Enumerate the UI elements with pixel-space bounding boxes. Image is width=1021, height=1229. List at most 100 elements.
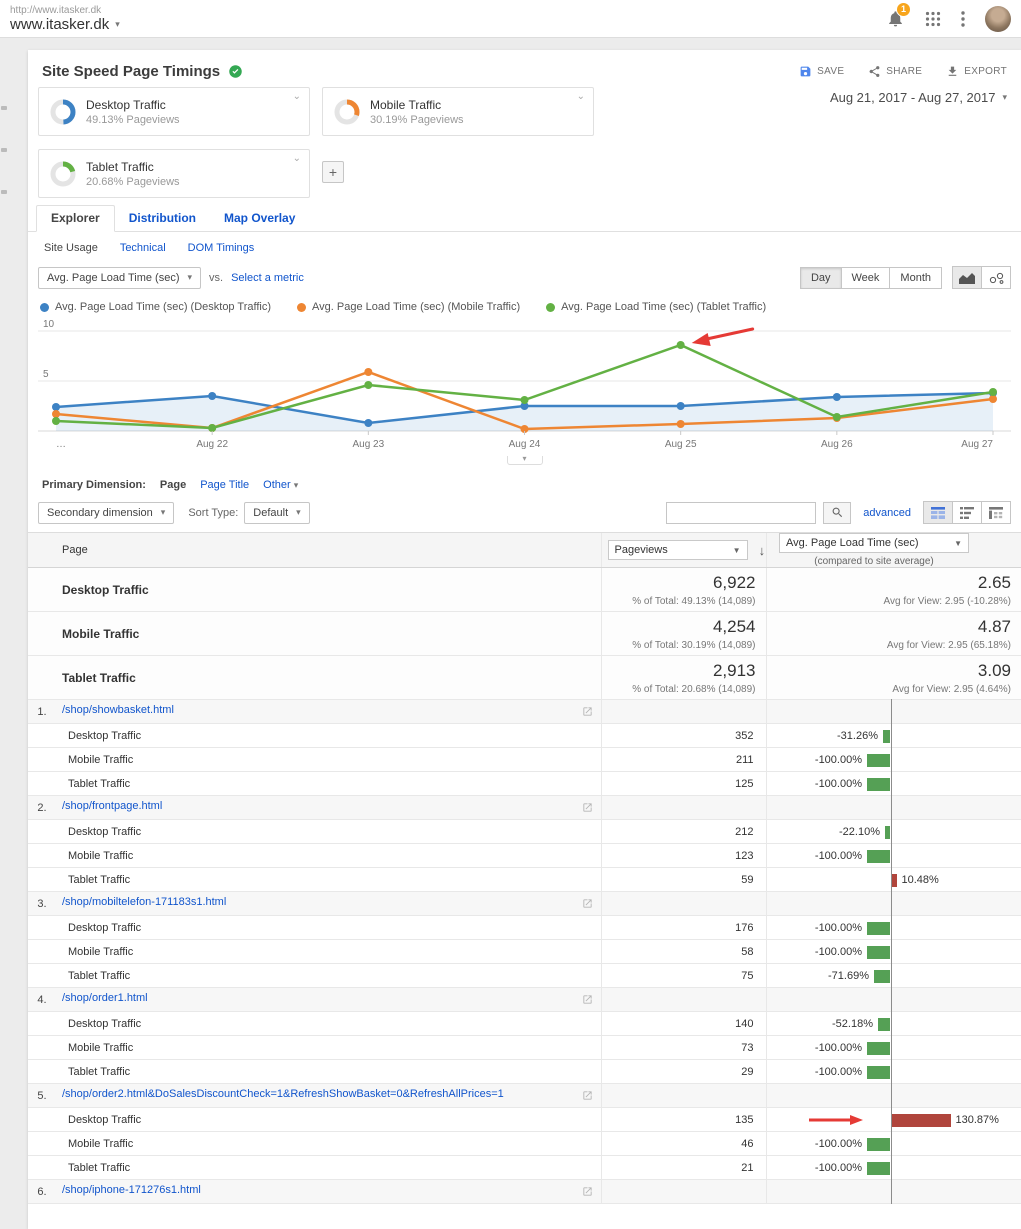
tab-explorer[interactable]: Explorer xyxy=(36,205,115,232)
external-link-icon[interactable] xyxy=(582,1090,593,1104)
delta-label: 130.87% xyxy=(955,1114,999,1126)
bar-axis xyxy=(890,1179,892,1204)
save-button[interactable]: SAVE xyxy=(799,65,844,78)
share-icon xyxy=(869,66,880,77)
row-index: 4. xyxy=(28,987,56,1012)
metric-dropdown[interactable]: Avg. Page Load Time (sec) ▾ xyxy=(38,266,202,289)
data-view-button[interactable] xyxy=(923,501,953,524)
external-link-icon[interactable] xyxy=(582,994,593,1008)
subtab-site-usage[interactable]: Site Usage xyxy=(44,242,98,254)
search-input[interactable] xyxy=(666,501,817,524)
date-range-selector[interactable]: Aug 21, 2017 - Aug 27, 2017 ▾ xyxy=(830,90,1007,105)
search-icon xyxy=(832,507,842,518)
pageviews-value: 21 xyxy=(600,1155,766,1180)
page-link[interactable]: /shop/order2.html&DoSalesDiscountCheck=1… xyxy=(62,1087,504,1100)
page-link[interactable]: /shop/order1.html xyxy=(62,991,148,1004)
tab-strip: Explorer Distribution Map Overlay xyxy=(28,205,1021,232)
row-index: 3. xyxy=(28,891,56,916)
pageviews-value: 140 xyxy=(600,1011,766,1036)
delta-bar xyxy=(874,970,890,983)
legend-item[interactable]: Avg. Page Load Time (sec) (Tablet Traffi… xyxy=(546,301,766,313)
nav-sliver-icon xyxy=(1,190,7,194)
summary-row: Tablet Traffic 2,913 % of Total: 20.68% (… xyxy=(28,655,1021,700)
page-link[interactable]: /shop/showbasket.html xyxy=(62,703,174,716)
metric-total: 3.09 xyxy=(977,660,1011,680)
chart-collapse-handle[interactable]: ▾ xyxy=(506,455,543,465)
subtab-dom-timings[interactable]: DOM Timings xyxy=(187,242,255,254)
subtab-strip: Site Usage Technical DOM Timings xyxy=(28,232,1021,260)
primary-dimension-row: Primary Dimension: Page Page Title Other… xyxy=(28,479,1021,491)
search-button[interactable] xyxy=(823,501,852,524)
segment-row: Mobile Traffic 211 -100.00% xyxy=(28,747,1021,772)
collapsed-nav-marks xyxy=(0,106,12,232)
page-link[interactable]: /shop/mobiltelefon-171183s1.html xyxy=(62,895,227,908)
delta-label: -100.00% xyxy=(814,850,862,862)
motion-chart-button[interactable] xyxy=(981,266,1011,289)
dimension-other[interactable]: Other ▾ xyxy=(263,479,299,491)
segment-row: Tablet Traffic 29 -100.00% xyxy=(28,1059,1021,1084)
granularity-day[interactable]: Day xyxy=(799,266,842,289)
kebab-menu-icon[interactable] xyxy=(961,10,965,27)
apps-grid-icon[interactable] xyxy=(925,11,941,27)
segment-name: Mobile Traffic xyxy=(56,1131,601,1156)
page-row: 1. /shop/showbasket.html xyxy=(28,699,1021,724)
advanced-search-link[interactable]: advanced xyxy=(863,506,911,519)
share-button[interactable]: SHARE xyxy=(868,65,922,78)
pageviews-total: 6,922 xyxy=(712,572,756,592)
account-selector[interactable]: www.itasker.dk ▾ xyxy=(10,16,120,33)
pivot-view-button[interactable] xyxy=(981,501,1011,524)
pageviews-column-select[interactable]: Pageviews ▼ xyxy=(607,540,748,560)
legend-item[interactable]: Avg. Page Load Time (sec) (Desktop Traff… xyxy=(40,301,271,313)
bar-axis xyxy=(890,987,892,1012)
line-chart-button[interactable] xyxy=(952,266,982,289)
segment-name: Mobile Traffic xyxy=(56,843,601,868)
external-link-icon[interactable] xyxy=(582,898,593,912)
dimension-page-title[interactable]: Page Title xyxy=(200,479,250,491)
metric-column-select[interactable]: Avg. Page Load Time (sec) ▼ xyxy=(779,533,969,553)
subtab-technical[interactable]: Technical xyxy=(119,242,166,254)
bar-axis xyxy=(890,1131,892,1156)
sort-type-button[interactable]: Default ▾ xyxy=(244,501,310,524)
delta-label: -100.00% xyxy=(814,1162,862,1174)
add-segment-button[interactable]: + xyxy=(322,161,344,183)
legend-item[interactable]: Avg. Page Load Time (sec) (Mobile Traffi… xyxy=(297,301,520,313)
page-link[interactable]: /shop/iphone-171276s1.html xyxy=(62,1183,201,1196)
page-link[interactable]: /shop/frontpage.html xyxy=(62,799,163,812)
tab-map-overlay[interactable]: Map Overlay xyxy=(224,211,296,225)
avatar[interactable] xyxy=(985,5,1011,32)
select-metric-link[interactable]: Select a metric xyxy=(231,271,304,284)
sort-descending-icon[interactable]: ↓ xyxy=(758,542,766,558)
chart-legend: Avg. Page Load Time (sec) (Desktop Traff… xyxy=(28,301,1021,313)
segment-name: Tablet Traffic xyxy=(56,1155,601,1180)
dimension-page[interactable]: Page xyxy=(159,479,187,491)
granularity-month[interactable]: Month xyxy=(889,266,942,289)
bar-axis xyxy=(890,1083,892,1108)
performance-view-button[interactable] xyxy=(952,501,982,524)
chevron-down-icon[interactable]: ⌄ xyxy=(292,153,301,164)
external-link-icon[interactable] xyxy=(582,1186,593,1200)
chevron-down-icon: ▾ xyxy=(1002,92,1007,102)
property-url: http://www.itasker.dk xyxy=(10,4,102,16)
bar-axis xyxy=(890,915,892,940)
external-link-icon[interactable] xyxy=(582,802,593,816)
row-index: 1. xyxy=(28,699,56,724)
tab-distribution[interactable]: Distribution xyxy=(128,211,197,225)
secondary-dimension-button[interactable]: Secondary dimension ▾ xyxy=(38,501,175,524)
pivot-table-icon xyxy=(989,506,1003,519)
granularity-week[interactable]: Week xyxy=(840,266,891,289)
bar-axis xyxy=(890,795,892,820)
segment-row: Desktop Traffic 352 -31.26% xyxy=(28,723,1021,748)
segment-card-tablet[interactable]: Tablet Traffic 20.68% Pageviews ⌄ xyxy=(38,149,310,198)
segment-name: Desktop Traffic xyxy=(56,819,601,844)
chevron-down-icon[interactable]: ⌄ xyxy=(292,91,301,102)
external-link-icon[interactable] xyxy=(582,706,593,720)
svg-text:10: 10 xyxy=(43,319,55,330)
segment-name: Tablet Traffic xyxy=(56,771,601,796)
notifications-button[interactable]: 1 xyxy=(886,3,910,28)
chevron-down-icon[interactable]: ⌄ xyxy=(576,91,585,102)
delta-label: -100.00% xyxy=(814,1042,862,1054)
segment-card-desktop[interactable]: Desktop Traffic 49.13% Pageviews ⌄ xyxy=(38,87,310,136)
page-column-header[interactable]: Page xyxy=(56,532,601,568)
segment-card-mobile[interactable]: Mobile Traffic 30.19% Pageviews ⌄ xyxy=(322,87,594,136)
export-button[interactable]: EXPORT xyxy=(946,65,1007,78)
